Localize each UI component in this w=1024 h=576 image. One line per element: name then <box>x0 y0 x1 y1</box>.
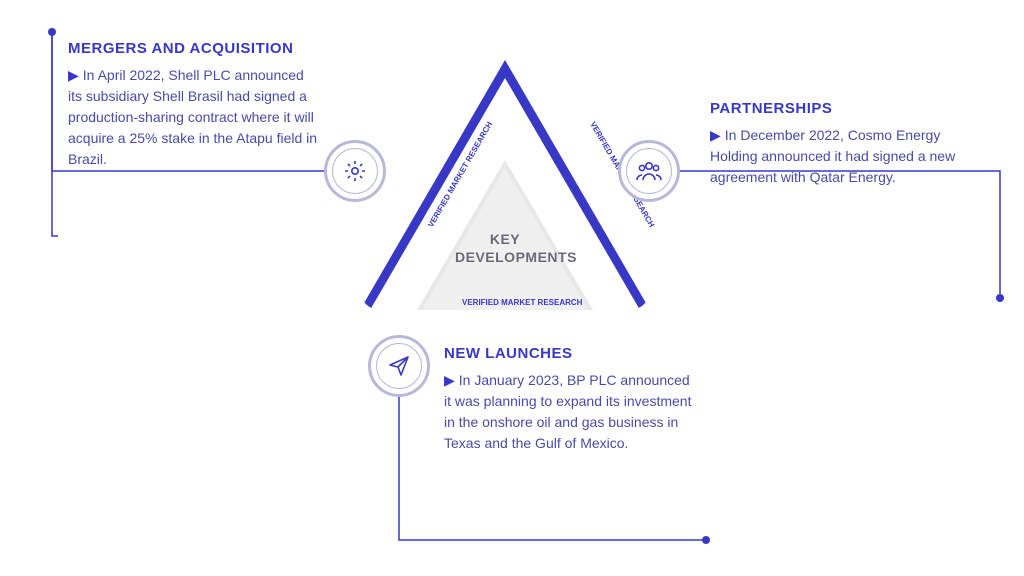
launches-body: ▶In January 2023, BP PLC announced it wa… <box>444 370 694 454</box>
mergers-body-text: In April 2022, Shell PLC announced its s… <box>68 67 317 167</box>
people-icon <box>636 160 662 182</box>
bullet-icon: ▶ <box>444 370 455 391</box>
partnerships-body: ▶In December 2022, Cosmo Energy Holding … <box>710 125 970 188</box>
partnerships-body-text: In December 2022, Cosmo Energy Holding a… <box>710 127 955 185</box>
launches-title: NEW LAUNCHES <box>444 345 694 362</box>
launches-body-text: In January 2023, BP PLC announced it was… <box>444 372 691 451</box>
brand-mark-bottom: VERIFIED MARKET RESEARCH <box>462 298 582 307</box>
mergers-icon-circle <box>324 140 386 202</box>
partnerships-title: PARTNERSHIPS <box>710 100 970 117</box>
mergers-section: MERGERS AND ACQUISITION ▶In April 2022, … <box>68 40 320 170</box>
mergers-body: ▶In April 2022, Shell PLC announced its … <box>68 65 320 170</box>
partnerships-section: PARTNERSHIPS ▶In December 2022, Cosmo En… <box>710 100 970 188</box>
gear-icon <box>343 159 367 183</box>
partnerships-icon-circle <box>618 140 680 202</box>
launches-section: NEW LAUNCHES ▶In January 2023, BP PLC an… <box>444 345 694 454</box>
bullet-icon: ▶ <box>68 65 79 86</box>
mergers-title: MERGERS AND ACQUISITION <box>68 40 320 57</box>
center-label: KEY DEVELOPMENTS <box>455 230 555 266</box>
bullet-icon: ▶ <box>710 125 721 146</box>
launches-icon-circle <box>368 335 430 397</box>
paper-plane-icon <box>387 354 411 378</box>
